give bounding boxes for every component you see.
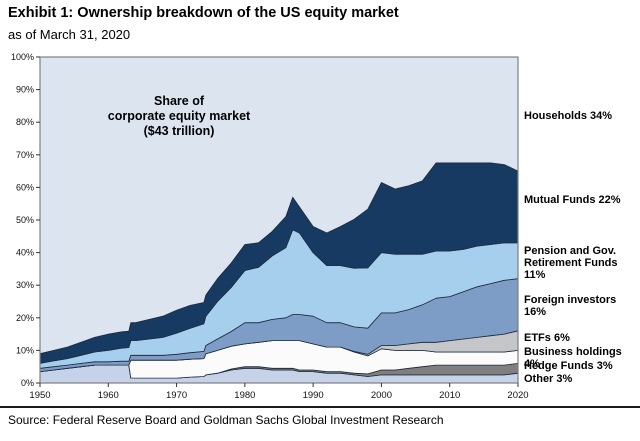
- x-tick-label: 2010: [439, 390, 460, 401]
- footer-divider: [0, 406, 640, 408]
- y-tick-label: 90%: [16, 85, 34, 95]
- y-tick-label: 50%: [16, 215, 34, 225]
- x-tick-label: 1990: [303, 390, 324, 401]
- x-tick-label: 1980: [234, 390, 255, 401]
- x-tick-label: 1970: [166, 390, 187, 401]
- page-title: Exhibit 1: Ownership breakdown of the US…: [8, 5, 399, 21]
- source-text: Source: Federal Reserve Board and Goldma…: [8, 413, 444, 427]
- y-tick-label: 0%: [21, 378, 34, 388]
- x-tick-label: 2020: [507, 390, 528, 401]
- series-label-mutual-funds: Mutual Funds 22%: [524, 194, 621, 206]
- x-tick-label: 1950: [29, 390, 50, 401]
- y-tick-label: 70%: [16, 150, 34, 160]
- x-tick-label: 2000: [371, 390, 392, 401]
- y-tick-label: 100%: [11, 52, 34, 62]
- y-tick-label: 10%: [16, 345, 34, 355]
- series-label-foreign-investors: Foreign investors 16%: [524, 294, 617, 318]
- y-tick-label: 60%: [16, 182, 34, 192]
- series-label-etfs: ETFs 6%: [524, 332, 570, 344]
- series-label-households: Households 34%: [524, 110, 613, 122]
- y-tick-label: 30%: [16, 280, 34, 290]
- series-label-hedge-funds: Hedge Funds 3%: [524, 360, 613, 372]
- series-label-business-holdings: Business holdings 4%: [524, 346, 622, 370]
- chart-annotation: Share of corporate equity market ($43 tr…: [107, 94, 251, 138]
- y-tick-label: 40%: [16, 248, 34, 258]
- series-label-other: Other 3%: [524, 373, 573, 385]
- y-tick-label: 80%: [16, 117, 34, 127]
- page-subtitle: as of March 31, 2020: [8, 27, 131, 42]
- series-label-pension-gov-retirement: Pension and Gov. Retirement Funds 11%: [524, 245, 618, 281]
- x-tick-label: 1960: [98, 390, 119, 401]
- y-tick-label: 20%: [16, 313, 34, 323]
